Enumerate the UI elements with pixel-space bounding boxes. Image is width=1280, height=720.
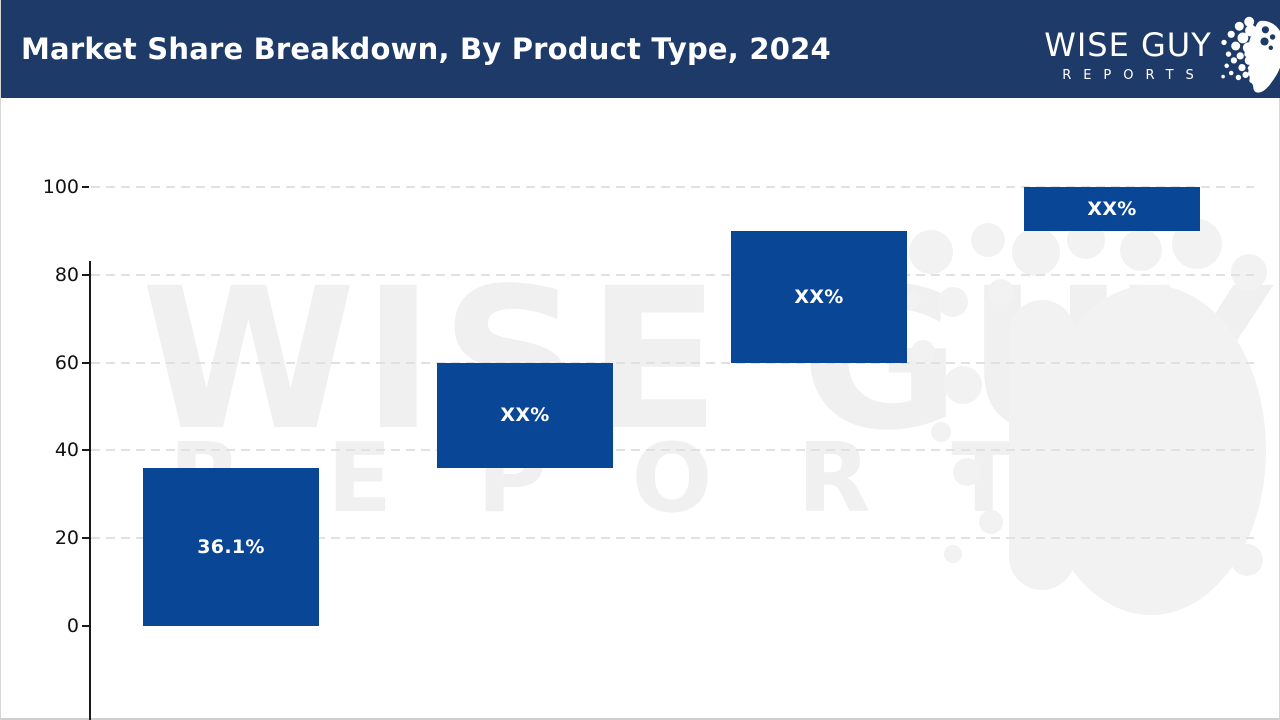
gridline-80 (91, 273, 1254, 276)
brand-logo-wise-guy-text: WISE GUY (1044, 26, 1212, 64)
bar-segment: XX% (437, 362, 613, 468)
y-tick-mark-100 (82, 186, 89, 188)
header: Market Share Breakdown, By Product Type,… (1, 0, 1280, 98)
brand-logo-reports-text: REPORTS (1062, 68, 1206, 83)
brand-logo-face-icon (1221, 16, 1280, 93)
y-tick-mark-80 (82, 273, 89, 276)
gridline-60 (91, 361, 1254, 364)
y-tick-label-0: 0 (66, 615, 79, 637)
y-tick-mark-20 (82, 537, 89, 540)
bar-value-label: XX% (794, 285, 844, 308)
chart-title: Market Share Breakdown, By Product Type,… (21, 32, 831, 66)
y-tick-label-40: 40 (54, 439, 79, 462)
gridline-100 (91, 186, 1254, 188)
brand-logo: WISE GUY REPORTS (1039, 12, 1280, 93)
y-tick-mark-0 (82, 625, 89, 627)
bar-segment: XX% (731, 230, 907, 363)
y-tick-mark-60 (82, 361, 89, 364)
y-tick-mark-40 (82, 449, 89, 452)
bar-value-label: XX% (1087, 197, 1137, 220)
bar-segment: 36.1% (143, 467, 319, 626)
gridline-40 (91, 449, 1254, 452)
y-tick-label-20: 20 (54, 527, 79, 550)
y-tick-label-100: 100 (42, 176, 79, 198)
y-tick-label-60: 60 (54, 351, 79, 374)
bar-value-label: XX% (500, 404, 550, 427)
y-tick-label-80: 80 (54, 263, 79, 286)
bar-segment: XX% (1024, 187, 1200, 231)
y-axis-line (89, 261, 91, 720)
bar-value-label: 36.1% (197, 535, 265, 558)
gridline-20 (91, 537, 1254, 540)
